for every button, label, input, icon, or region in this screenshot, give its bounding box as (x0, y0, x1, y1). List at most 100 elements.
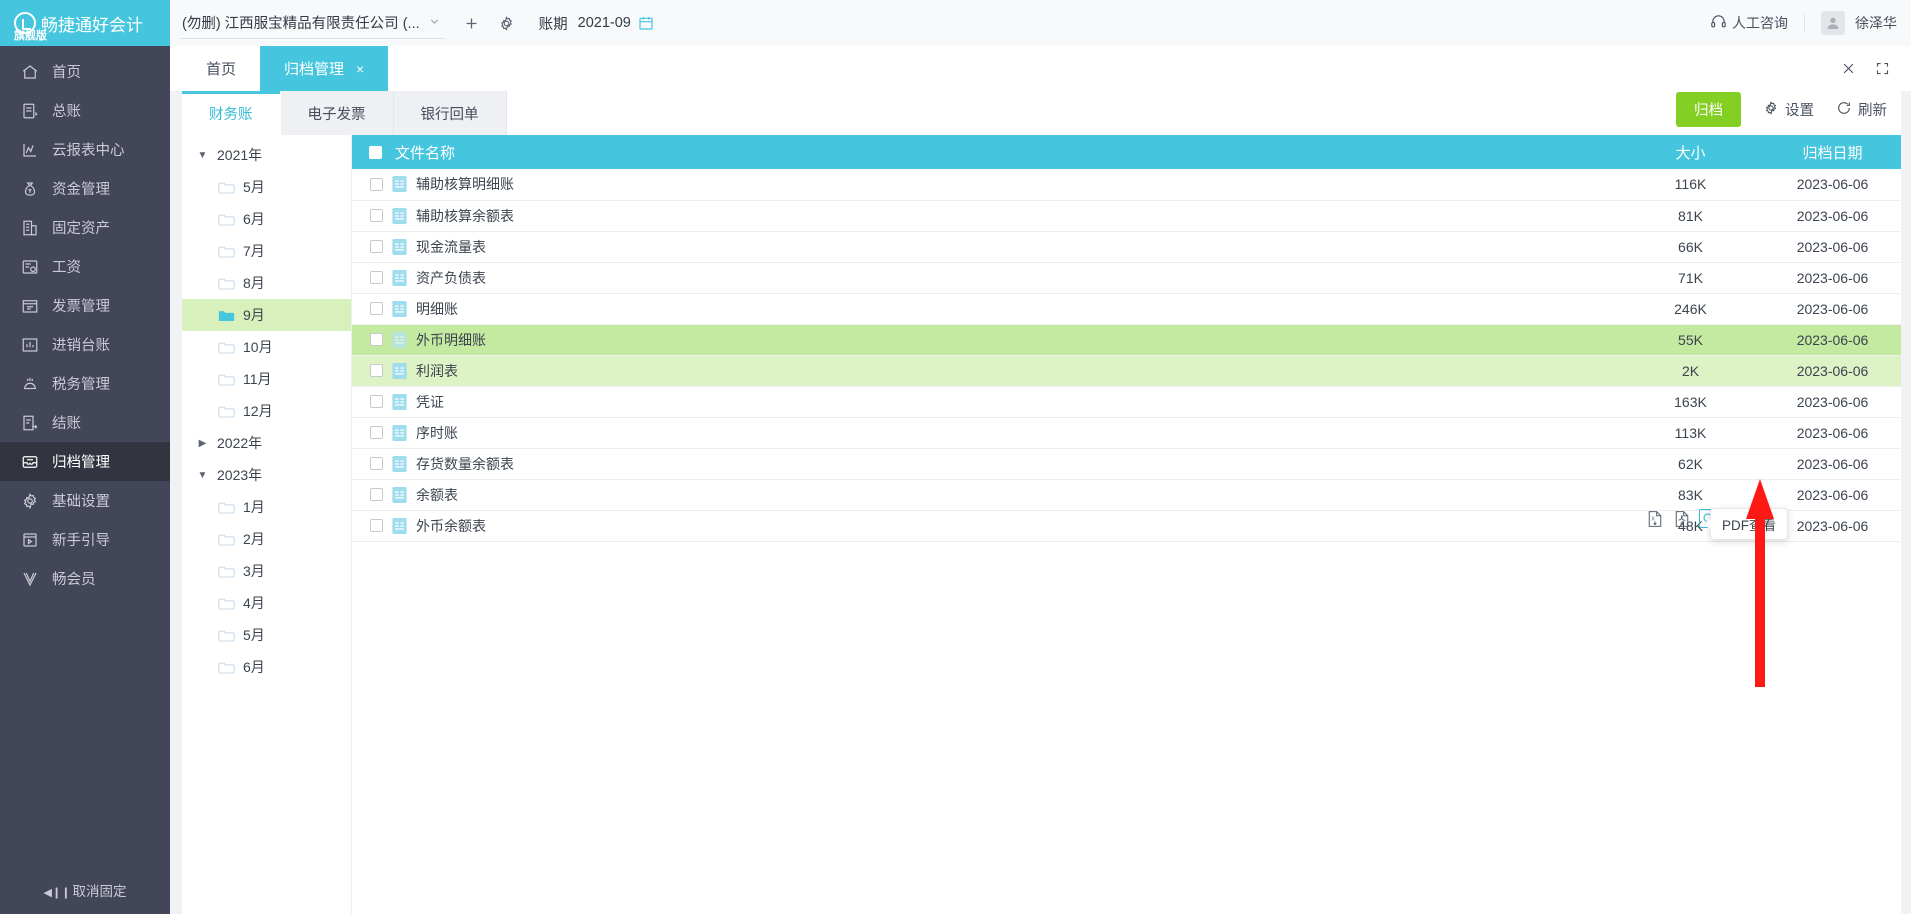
tree-node-month[interactable]: 4月 (182, 587, 351, 619)
close-icon[interactable]: × (356, 60, 365, 77)
sidebar-item-fixed-assets[interactable]: 固定资产 (0, 208, 170, 247)
table-row[interactable]: 序时账 113K 2023-06-06 (352, 417, 1901, 449)
tree-node-month[interactable]: 11月 (182, 363, 351, 395)
table-row[interactable]: 凭证 163K 2023-06-06 (352, 386, 1901, 418)
sidebar-item-cloud-reports[interactable]: 云报表中心 (0, 130, 170, 169)
row-checkbox[interactable] (370, 177, 383, 191)
row-checkbox[interactable] (370, 488, 383, 501)
tree-node-label: 2022年 (217, 435, 263, 451)
tree-node-label: 6月 (243, 659, 265, 675)
tree-node-year[interactable]: ▶ 2022年 (182, 427, 351, 459)
pdf-view-tooltip: PDF查看 (1704, 508, 1788, 540)
row-checkbox[interactable] (370, 271, 383, 284)
row-checkbox[interactable] (370, 240, 383, 253)
tree-node-year[interactable]: ▼ 2023年 (182, 459, 351, 491)
sidebar-nav: 首页 总账 云报表中心 资金管理 固定资产 工资 (0, 46, 170, 598)
refresh-button[interactable]: 刷新 (1836, 99, 1887, 120)
sidebar-item-funds[interactable]: 资金管理 (0, 169, 170, 208)
fullscreen-icon[interactable] (1865, 46, 1899, 91)
topbar-settings-button[interactable] (498, 15, 515, 32)
table-row[interactable]: 余额表 83K 2023-06-06 (352, 479, 1901, 511)
tree-node-month[interactable]: 5月 (182, 619, 351, 651)
settings-label: 设置 (1785, 103, 1814, 119)
chevron-down-icon[interactable]: ▼ (197, 469, 208, 481)
table-row-highlighted[interactable]: 外币明细账 55K 2023-06-06 (352, 324, 1901, 356)
collapse-sidebar-button[interactable]: ◀❙❙ 取消固定 (0, 880, 170, 900)
table-row[interactable]: 资产负债表 71K 2023-06-06 (352, 262, 1901, 294)
sidebar-item-ledger[interactable]: 总账 (0, 91, 170, 130)
tree-node-month[interactable]: 7月 (182, 235, 351, 267)
table-row-hovered[interactable]: 利润表 2K 2023-06-06 (352, 355, 1901, 387)
close-icon[interactable] (1831, 46, 1865, 91)
settings-button[interactable]: 设置 (1763, 99, 1814, 120)
excel-file-icon (392, 331, 407, 348)
tree-node-month[interactable]: 6月 (182, 203, 351, 235)
folder-icon (218, 596, 235, 610)
excel-download-icon[interactable]: X (1645, 509, 1664, 528)
folder-open-icon (218, 308, 235, 322)
sidebar-item-tax[interactable]: 税务管理 (0, 364, 170, 403)
sidebar-item-home[interactable]: 首页 (0, 52, 170, 91)
sidebar-item-basic-settings[interactable]: 基础设置 (0, 481, 170, 520)
tab-archive-management[interactable]: 归档管理 × (260, 46, 389, 91)
subtab-label: 银行回单 (420, 106, 479, 123)
column-header-filename: 文件名称 (352, 135, 1617, 169)
cell-size: 116K (1617, 169, 1764, 201)
subtab-e-invoice[interactable]: 电子发票 (280, 91, 394, 135)
row-checkbox[interactable] (370, 302, 383, 315)
row-checkbox[interactable] (370, 364, 383, 377)
content-area: 财务账 电子发票 银行回单 归档 (170, 91, 1911, 914)
tree-node-month-selected[interactable]: 9月 (182, 299, 351, 331)
sidebar-item-archive[interactable]: 归档管理 (0, 442, 170, 481)
row-checkbox[interactable] (370, 519, 383, 532)
tree-node-year[interactable]: ▼ 2021年 (182, 139, 351, 171)
sidebar-item-payroll[interactable]: 工资 (0, 247, 170, 286)
row-checkbox[interactable] (370, 395, 383, 408)
chevron-right-icon[interactable]: ▶ (198, 437, 207, 449)
table-row[interactable]: 辅助核算明细账 116K 2023-06-06 (352, 169, 1901, 201)
sidebar-item-guide[interactable]: 新手引导 (0, 520, 170, 559)
sidebar-item-settlement[interactable]: 结账 (0, 403, 170, 442)
table-row[interactable]: 存货数量余额表 62K 2023-06-06 (352, 448, 1901, 480)
tree-node-month[interactable]: 12月 (182, 395, 351, 427)
tree-node-month[interactable]: 2月 (182, 523, 351, 555)
user-menu[interactable]: 徐泽华 (1821, 11, 1897, 35)
tab-home[interactable]: 首页 (182, 46, 260, 91)
tree-node-label: 9月 (243, 307, 265, 323)
tree-node-month[interactable]: 10月 (182, 331, 351, 363)
subtab-bank-receipt[interactable]: 银行回单 (393, 91, 507, 135)
table-row[interactable]: 明细账 246K 2023-06-06 (352, 293, 1901, 325)
cell-date: 2023-06-06 (1764, 231, 1901, 263)
row-checkbox[interactable] (370, 209, 383, 222)
excel-file-icon (392, 362, 407, 379)
tree-node-month[interactable]: 6月 (182, 651, 351, 683)
tree-node-month[interactable]: 1月 (182, 491, 351, 523)
sidebar-item-invoice[interactable]: 发票管理 (0, 286, 170, 325)
table-row[interactable]: 现金流量表 66K 2023-06-06 (352, 231, 1901, 263)
calendar-icon[interactable] (638, 15, 654, 31)
subtab-financial-books[interactable]: 财务账 (182, 91, 281, 135)
cell-filename: 现金流量表 (352, 231, 1617, 263)
select-all-checkbox[interactable] (369, 145, 382, 159)
sidebar-item-stock-ledger[interactable]: 进销台账 (0, 325, 170, 364)
tree-node-month[interactable]: 5月 (182, 171, 351, 203)
period-value[interactable]: 2021-09 (577, 15, 631, 31)
chevron-down-icon[interactable]: ▼ (197, 149, 208, 161)
company-selector[interactable]: (勿删) 江西服宝精品有限责任公司 (... (180, 7, 445, 39)
tree-node-month[interactable]: 3月 (182, 555, 351, 587)
cell-filename: 辅助核算余额表 (352, 200, 1617, 232)
sidebar-item-vip[interactable]: 畅会员 (0, 559, 170, 598)
row-checkbox[interactable] (370, 457, 383, 470)
tree-node-month[interactable]: 8月 (182, 267, 351, 299)
archive-button[interactable]: 归档 (1676, 92, 1741, 127)
add-company-button[interactable] (463, 15, 480, 32)
table-row[interactable]: 辅助核算余额表 81K 2023-06-06 (352, 200, 1901, 232)
cell-filename: 外币明细账 (352, 324, 1617, 356)
pdf-download-icon[interactable] (1672, 509, 1691, 528)
file-name: 余额表 (416, 486, 458, 503)
row-checkbox[interactable] (370, 333, 383, 346)
collapse-caret-icon: ◀❙❙ (43, 887, 71, 899)
support-button[interactable]: 人工咨询 (1710, 13, 1788, 33)
file-name: 资产负债表 (416, 269, 486, 286)
row-checkbox[interactable] (370, 426, 383, 439)
